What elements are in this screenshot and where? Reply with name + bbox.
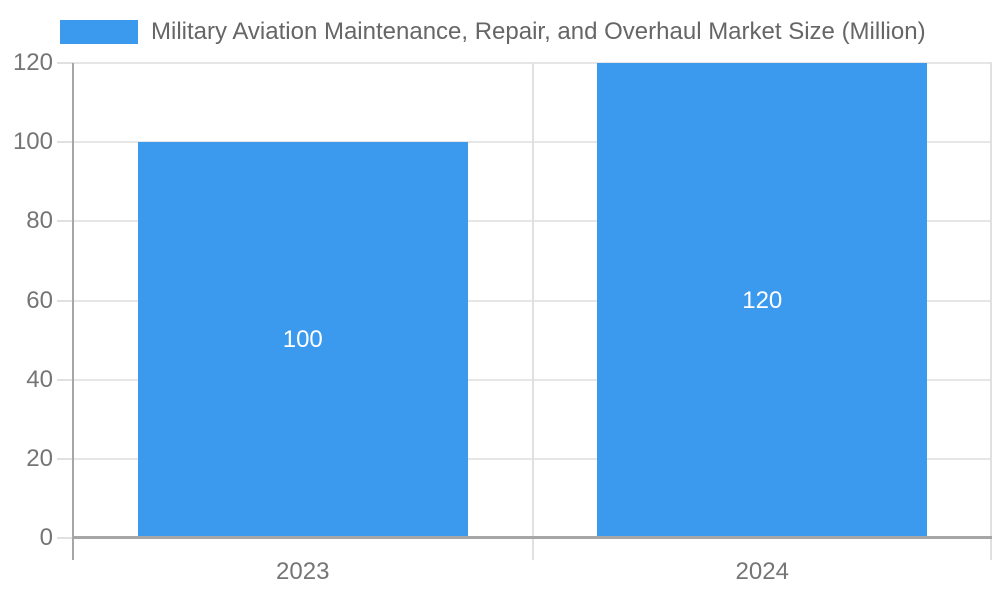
plot-right-border [990,63,992,560]
bar-value-label-2024: 120 [742,286,783,314]
y-axis-label: 120 [12,49,53,76]
y-tick-0 [57,537,73,539]
y-axis-label: 40 [26,365,53,393]
y-tick-60 [57,299,73,302]
bar-2024: 120 [597,63,928,538]
y-axis-label: 60 [26,286,53,314]
bar-2023: 100 [137,142,468,538]
y-tick-120 [57,62,73,64]
y-axis-line [72,63,74,560]
y-tick-20 [57,457,73,460]
y-axis-label: 0 [39,524,53,551]
x-axis-label-2023: 2023 [276,558,330,585]
y-tick-40 [57,378,73,381]
y-axis-label: 100 [12,128,53,156]
bar-value-label-2023: 100 [282,326,323,354]
y-axis-label: 20 [26,444,53,472]
x-axis-label-2024: 2024 [735,558,789,585]
y-tick-100 [57,141,73,144]
category-separator [531,63,534,560]
legend: Military Aviation Maintenance, Repair, a… [60,20,926,44]
plot-area: 0 20 40 60 80 100 120 100 2023 120 2024 [13,51,992,584]
legend-swatch-icon [60,20,138,44]
x-axis-baseline [73,536,992,539]
y-axis-label: 80 [26,207,53,235]
y-tick-80 [57,220,73,223]
legend-label: Military Aviation Maintenance, Repair, a… [151,18,926,45]
